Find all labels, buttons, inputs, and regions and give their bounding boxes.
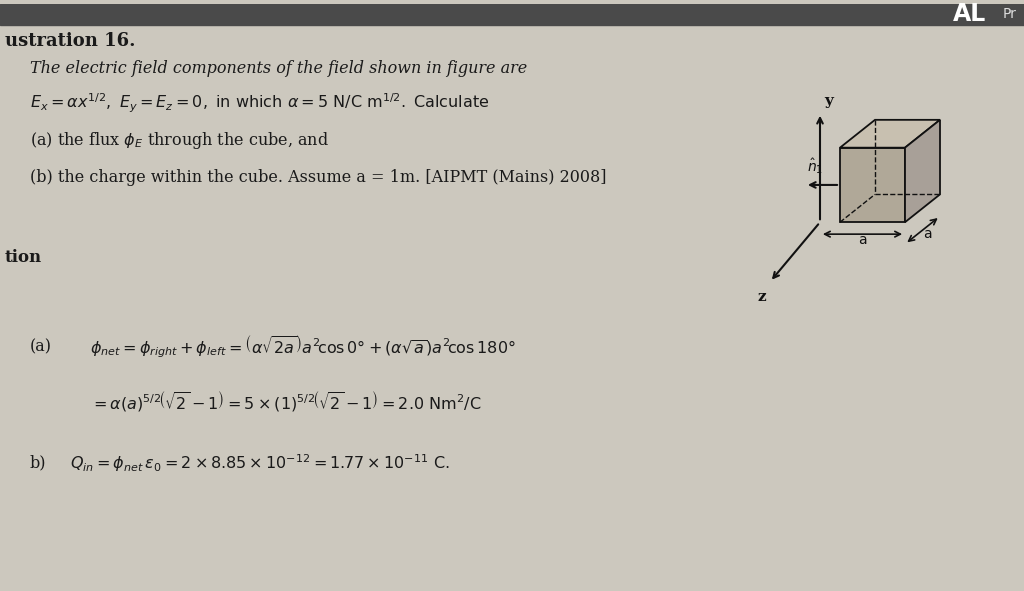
Text: a: a [858, 233, 866, 247]
Text: a: a [924, 227, 932, 241]
Polygon shape [905, 120, 940, 222]
Text: $E_x = \alpha x^{1/2},\ E_y = E_z = 0,\ \mathrm{in\ which}\ \alpha = 5\ \mathrm{: $E_x = \alpha x^{1/2},\ E_y = E_z = 0,\ … [30, 91, 489, 115]
Text: b): b) [30, 454, 46, 471]
Polygon shape [840, 148, 905, 222]
Text: Pr: Pr [1004, 8, 1017, 21]
Polygon shape [840, 120, 940, 148]
Text: $= \alpha(a)^{5/2}\!\left(\sqrt{2} - 1\right) = 5\times(1)^{5/2}\!\left(\sqrt{2}: $= \alpha(a)^{5/2}\!\left(\sqrt{2} - 1\r… [90, 389, 481, 413]
Text: $\hat{n}_1$: $\hat{n}_1$ [807, 157, 823, 177]
Text: y: y [824, 94, 833, 108]
Text: AL: AL [953, 2, 987, 27]
Text: z: z [758, 290, 766, 304]
Text: (a): (a) [30, 338, 52, 355]
Text: $\phi_{net} = \phi_{right} + \phi_{left} = \left(\alpha\sqrt{2a}\right)a^2\!\cos: $\phi_{net} = \phi_{right} + \phi_{left}… [90, 333, 516, 360]
Text: The electric field components of the field shown in figure are: The electric field components of the fie… [30, 60, 527, 77]
Text: ustration 16.: ustration 16. [5, 33, 135, 50]
Text: tion: tion [5, 248, 42, 265]
Text: $Q_{in} = \phi_{net}\,\varepsilon_0 = 2\times 8.85\times 10^{-12} = 1.77\times 1: $Q_{in} = \phi_{net}\,\varepsilon_0 = 2\… [70, 452, 450, 473]
Text: (a) the flux $\phi_E$ through the cube, and: (a) the flux $\phi_E$ through the cube, … [30, 130, 329, 151]
Bar [0, 4, 1024, 25]
Text: (b) the charge within the cube. Assume a = 1m. [AIPMT (Mains) 2008]: (b) the charge within the cube. Assume a… [30, 169, 606, 186]
